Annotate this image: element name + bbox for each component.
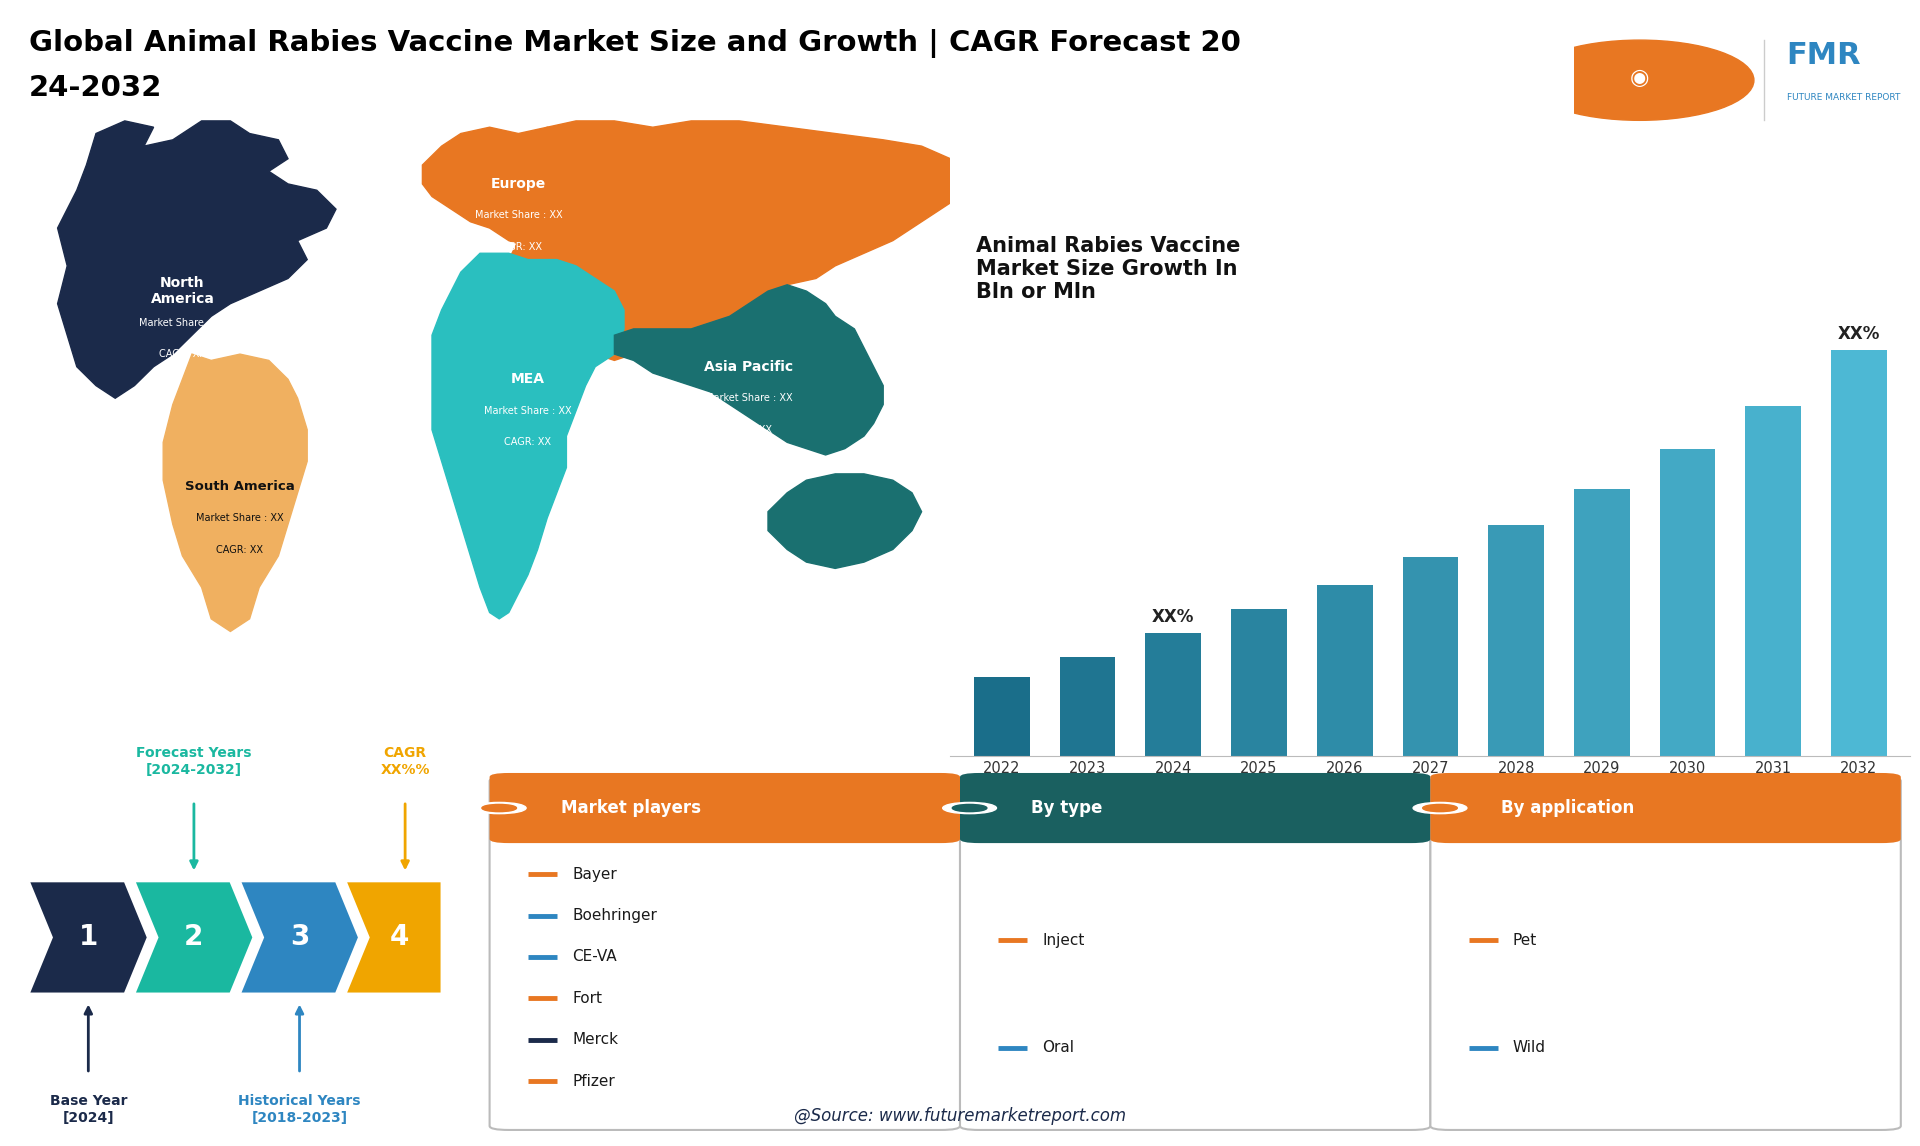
FancyBboxPatch shape [490, 774, 960, 843]
Text: Historical Years
[2018-2023]: Historical Years [2018-2023] [238, 1093, 361, 1125]
Polygon shape [134, 881, 253, 994]
Bar [1659, 449, 1715, 756]
Text: Boehringer: Boehringer [572, 908, 657, 923]
Text: Market Share : XX: Market Share : XX [474, 211, 563, 220]
Text: 1: 1 [79, 924, 98, 951]
Text: North
America: North America [150, 276, 215, 306]
Bar [1745, 406, 1801, 756]
Text: Market players: Market players [561, 799, 701, 817]
Text: South America: South America [184, 480, 296, 493]
Text: 3: 3 [290, 924, 309, 951]
Text: Europe: Europe [492, 176, 545, 191]
Text: XX%: XX% [1152, 609, 1194, 627]
Bar [1146, 633, 1202, 756]
Text: By type: By type [1031, 799, 1102, 817]
Text: CAGR: XX: CAGR: XX [505, 438, 551, 447]
Polygon shape [240, 881, 359, 994]
Text: Pfizer: Pfizer [572, 1074, 614, 1089]
Polygon shape [422, 127, 634, 246]
FancyBboxPatch shape [960, 777, 1430, 1130]
Circle shape [1423, 804, 1457, 811]
Text: CAGR: XX: CAGR: XX [495, 242, 541, 252]
Text: CAGR: XX: CAGR: XX [726, 425, 772, 434]
Polygon shape [346, 881, 442, 994]
Text: Base Year
[2024]: Base Year [2024] [50, 1093, 127, 1125]
FancyBboxPatch shape [1430, 774, 1901, 843]
Bar [1231, 609, 1286, 756]
Text: CAGR: XX: CAGR: XX [159, 350, 205, 359]
Text: Oral: Oral [1043, 1041, 1075, 1055]
Text: MEA: MEA [511, 372, 545, 386]
Text: By application: By application [1501, 799, 1634, 817]
Circle shape [1524, 40, 1755, 120]
Text: Global Animal Rabies Vaccine Market Size and Growth | CAGR Forecast 20: Global Animal Rabies Vaccine Market Size… [29, 29, 1240, 57]
Text: Bayer: Bayer [572, 866, 616, 881]
Polygon shape [509, 120, 970, 360]
Text: Pet: Pet [1513, 933, 1538, 948]
Text: Market Share : XX: Market Share : XX [196, 513, 284, 523]
Text: Wild: Wild [1513, 1041, 1546, 1055]
Bar [973, 676, 1029, 756]
Polygon shape [58, 120, 336, 398]
Text: Fort: Fort [572, 991, 603, 1006]
Text: ◉: ◉ [1630, 68, 1649, 88]
Text: Market Share : XX: Market Share : XX [138, 317, 227, 328]
Text: CAGR
XX%%: CAGR XX%% [380, 746, 430, 777]
Bar [1488, 525, 1544, 756]
Circle shape [952, 804, 987, 811]
Polygon shape [163, 354, 307, 631]
Text: Market Share : XX: Market Share : XX [484, 406, 572, 416]
Text: Forecast Years
[2024-2032]: Forecast Years [2024-2032] [136, 746, 252, 777]
Text: 2: 2 [184, 924, 204, 951]
Circle shape [943, 802, 996, 814]
Bar [1574, 489, 1630, 756]
FancyBboxPatch shape [490, 777, 960, 1130]
Polygon shape [768, 474, 922, 568]
Polygon shape [432, 253, 624, 619]
Bar [1317, 584, 1373, 756]
Text: CE-VA: CE-VA [572, 949, 616, 965]
Text: Animal Rabies Vaccine
Market Size Growth In
Bln or Mln: Animal Rabies Vaccine Market Size Growth… [975, 236, 1240, 303]
FancyBboxPatch shape [960, 774, 1430, 843]
Text: Market Share : XX: Market Share : XX [705, 393, 793, 403]
Bar [1832, 350, 1887, 756]
Circle shape [472, 802, 526, 814]
Text: XX%: XX% [1837, 325, 1880, 344]
Text: FMR: FMR [1786, 40, 1860, 70]
Circle shape [482, 804, 516, 811]
Text: FUTURE MARKET REPORT: FUTURE MARKET REPORT [1786, 93, 1901, 102]
Text: @Source: www.futuremarketreport.com: @Source: www.futuremarketreport.com [795, 1107, 1125, 1125]
Bar [1060, 657, 1116, 756]
Text: 24-2032: 24-2032 [29, 74, 161, 102]
Polygon shape [29, 881, 148, 994]
Text: Inject: Inject [1043, 933, 1085, 948]
Text: Asia Pacific: Asia Pacific [705, 360, 793, 374]
Bar [1402, 557, 1459, 756]
Circle shape [1413, 802, 1467, 814]
FancyBboxPatch shape [1430, 777, 1901, 1130]
Text: CAGR: XX: CAGR: XX [217, 544, 263, 555]
Polygon shape [614, 284, 883, 455]
Text: 4: 4 [390, 924, 409, 951]
Text: Merck: Merck [572, 1033, 618, 1047]
